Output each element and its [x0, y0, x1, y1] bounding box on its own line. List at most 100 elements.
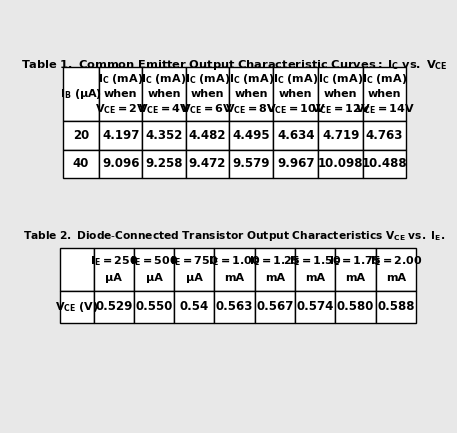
Bar [186, 121, 229, 150]
Text: μA: μA [186, 273, 203, 283]
Bar [255, 291, 295, 323]
Text: $\mathbf{V_{CE}}$$\mathbf{= 6V}$: $\mathbf{V_{CE}}$$\mathbf{= 6V}$ [181, 103, 234, 116]
Text: $\mathbf{I_E}$$\mathbf{= 2.00}$: $\mathbf{I_E}$$\mathbf{= 2.00}$ [370, 254, 422, 268]
Bar [273, 68, 318, 121]
Bar [335, 248, 376, 291]
Bar [229, 150, 273, 178]
Text: 0.54: 0.54 [180, 301, 209, 313]
Bar [174, 291, 214, 323]
Bar [186, 150, 229, 178]
Text: 20: 20 [73, 129, 89, 142]
Text: 10.488: 10.488 [362, 158, 407, 171]
Text: when: when [191, 89, 224, 99]
Text: 4.719: 4.719 [322, 129, 360, 142]
Bar [376, 248, 416, 291]
Bar [99, 150, 143, 178]
Bar [363, 121, 406, 150]
Text: 0.574: 0.574 [297, 301, 334, 313]
Bar [134, 291, 174, 323]
Text: $\mathbf{V_{CE}}$$\mathbf{= 8V}$: $\mathbf{V_{CE}}$$\mathbf{= 8V}$ [225, 103, 277, 116]
Text: $\mathbf{V_{CE}}$$\mathbf{= 14V}$: $\mathbf{V_{CE}}$$\mathbf{= 14V}$ [355, 103, 414, 116]
Bar [255, 248, 295, 291]
Bar [318, 150, 363, 178]
Bar [60, 291, 94, 323]
Text: when: when [104, 89, 138, 99]
Bar [229, 68, 273, 121]
Text: when: when [368, 89, 401, 99]
Bar [174, 248, 214, 291]
Text: when: when [324, 89, 357, 99]
Text: mA: mA [265, 273, 285, 283]
Text: $\mathbf{I_C}$ $\mathbf{(mA)}$: $\mathbf{I_C}$ $\mathbf{(mA)}$ [142, 72, 186, 86]
Text: 4.352: 4.352 [145, 129, 183, 142]
Bar [60, 248, 94, 291]
Text: when: when [147, 89, 181, 99]
Bar [99, 121, 143, 150]
Bar [214, 291, 255, 323]
Text: $\mathbf{I_E}$$\mathbf{= 500}$: $\mathbf{I_E}$$\mathbf{= 500}$ [130, 254, 178, 268]
Bar [273, 121, 318, 150]
Text: $\mathbf{I_C}$ $\mathbf{(mA)}$: $\mathbf{I_C}$ $\mathbf{(mA)}$ [98, 72, 143, 86]
Text: $\mathbf{I_C}$ $\mathbf{(mA)}$: $\mathbf{I_C}$ $\mathbf{(mA)}$ [362, 72, 407, 86]
Text: 4.634: 4.634 [277, 129, 314, 142]
Text: 4.763: 4.763 [366, 129, 403, 142]
Text: 9.967: 9.967 [277, 158, 314, 171]
Text: 9.258: 9.258 [145, 158, 183, 171]
Bar [134, 248, 174, 291]
Text: 0.550: 0.550 [135, 301, 173, 313]
Bar [295, 248, 335, 291]
Text: 10.098: 10.098 [318, 158, 363, 171]
Text: 9.579: 9.579 [233, 158, 270, 171]
Text: $\mathbf{Table\ 2.\ Diode\text{-}Connected\ Transistor\ Output\ Characteristics\: $\mathbf{Table\ 2.\ Diode\text{-}Connect… [23, 229, 445, 243]
Bar [295, 291, 335, 323]
Bar [363, 150, 406, 178]
Bar [214, 248, 255, 291]
Text: $\mathbf{I_E}$$\mathbf{= 1.25}$: $\mathbf{I_E}$$\mathbf{= 1.25}$ [249, 254, 301, 268]
Text: $\mathbf{I_E}$$\mathbf{= 250}$: $\mathbf{I_E}$$\mathbf{= 250}$ [90, 254, 138, 268]
Text: μA: μA [105, 273, 122, 283]
Text: 0.567: 0.567 [256, 301, 293, 313]
Text: $\mathbf{I_C}$ $\mathbf{(mA)}$: $\mathbf{I_C}$ $\mathbf{(mA)}$ [273, 72, 319, 86]
Bar [335, 291, 376, 323]
Text: $\mathbf{Table\ 1.\ Common\ Emitter\ Output\ Characteristic\ Curves:\ I_C\ vs.\ : $\mathbf{Table\ 1.\ Common\ Emitter\ Out… [21, 58, 447, 72]
Text: 4.495: 4.495 [233, 129, 270, 142]
Text: when: when [279, 89, 313, 99]
Text: 40: 40 [73, 158, 89, 171]
Text: $\mathbf{V_{CE}}$$\mathbf{= 10V}$: $\mathbf{V_{CE}}$$\mathbf{= 10V}$ [266, 103, 326, 116]
Text: 4.197: 4.197 [102, 129, 139, 142]
Bar [63, 68, 99, 121]
Bar [143, 68, 186, 121]
Text: $\mathbf{I_B\ (\mu A)}$: $\mathbf{I_B\ (\mu A)}$ [60, 87, 102, 101]
Bar [63, 121, 99, 150]
Bar [143, 121, 186, 150]
Text: μA: μA [146, 273, 162, 283]
Text: when: when [234, 89, 268, 99]
Text: mA: mA [386, 273, 406, 283]
Text: $\mathbf{V_{CE}}$$\mathbf{= 4V}$: $\mathbf{V_{CE}}$$\mathbf{= 4V}$ [138, 103, 190, 116]
Text: 0.563: 0.563 [216, 301, 253, 313]
Bar [273, 150, 318, 178]
Bar [363, 68, 406, 121]
Text: 9.096: 9.096 [102, 158, 139, 171]
Text: mA: mA [305, 273, 325, 283]
Text: $\mathbf{I_E}$$\mathbf{= 1.00}$: $\mathbf{I_E}$$\mathbf{= 1.00}$ [208, 254, 261, 268]
Bar [99, 68, 143, 121]
Bar [94, 291, 134, 323]
Text: $\mathbf{V_{CE}}$$\mathbf{= 2V}$: $\mathbf{V_{CE}}$$\mathbf{= 2V}$ [95, 103, 147, 116]
Text: 9.472: 9.472 [189, 158, 226, 171]
Text: 0.529: 0.529 [95, 301, 133, 313]
Bar [63, 150, 99, 178]
Text: 0.580: 0.580 [337, 301, 374, 313]
Text: $\mathbf{I_C}$ $\mathbf{(mA)}$: $\mathbf{I_C}$ $\mathbf{(mA)}$ [228, 72, 274, 86]
Text: mA: mA [345, 273, 366, 283]
Bar [318, 121, 363, 150]
Bar [318, 68, 363, 121]
Text: $\mathbf{I_C}$ $\mathbf{(mA)}$: $\mathbf{I_C}$ $\mathbf{(mA)}$ [185, 72, 230, 86]
Bar [186, 68, 229, 121]
Bar [229, 121, 273, 150]
Bar [94, 248, 134, 291]
Text: 4.482: 4.482 [189, 129, 226, 142]
Bar [143, 150, 186, 178]
Text: $\mathbf{V_{CE}}$$\mathbf{= 12V}$: $\mathbf{V_{CE}}$$\mathbf{= 12V}$ [311, 103, 371, 116]
Text: $\mathbf{I_E}$$\mathbf{= 1.75}$: $\mathbf{I_E}$$\mathbf{= 1.75}$ [329, 254, 382, 268]
